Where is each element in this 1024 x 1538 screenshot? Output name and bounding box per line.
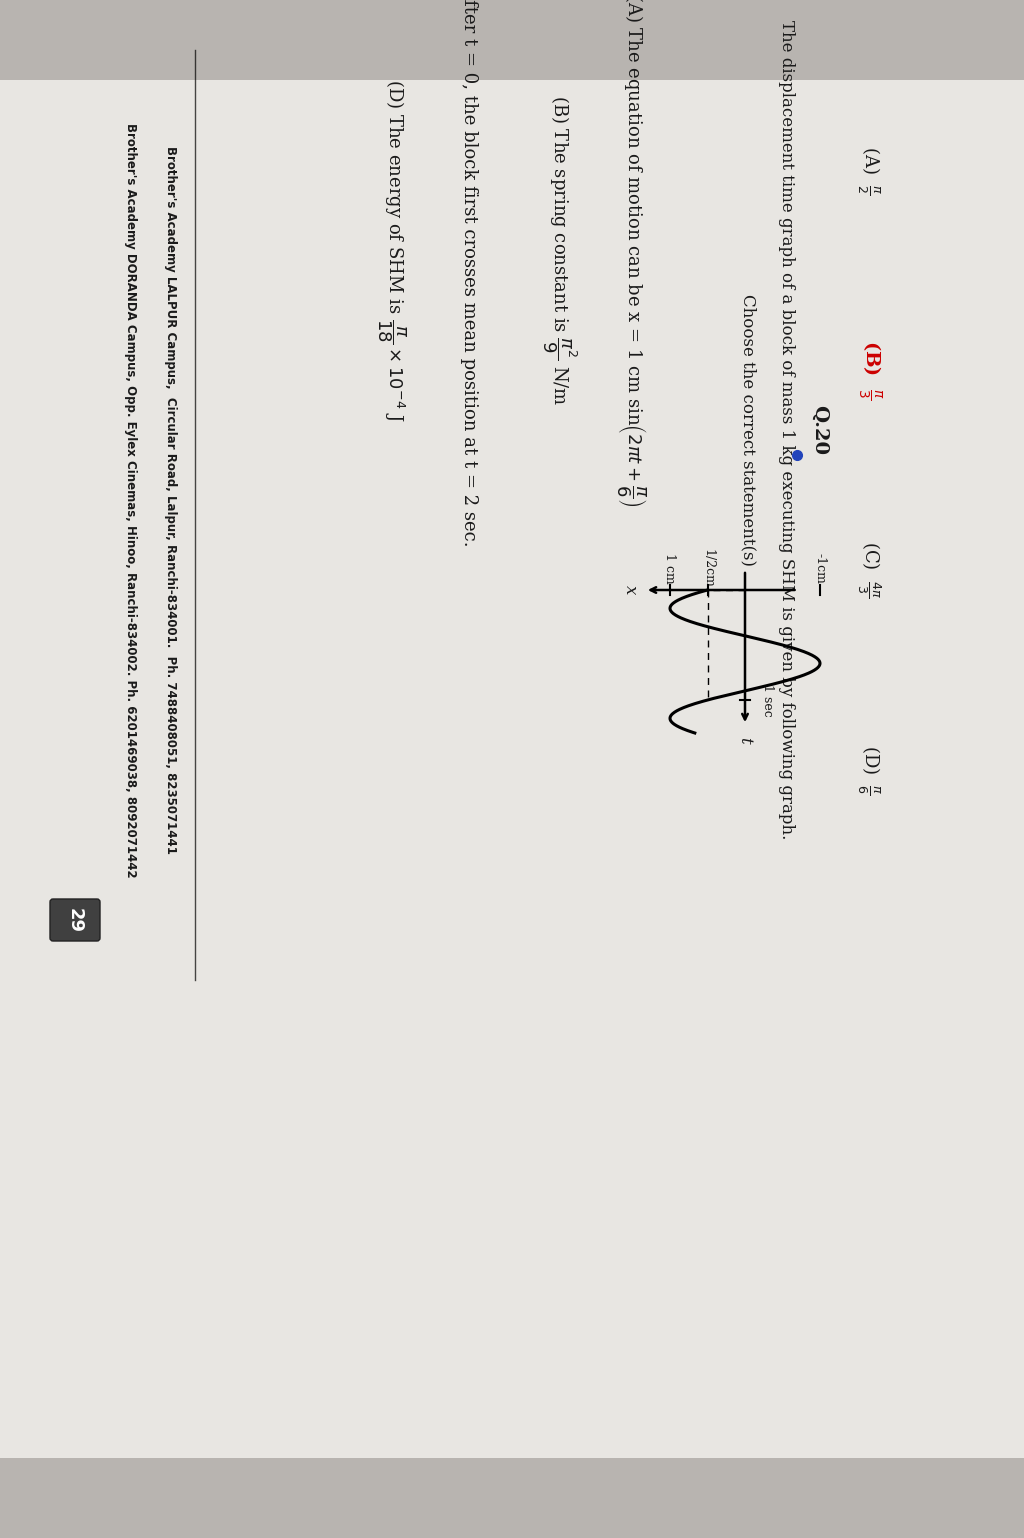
Text: (D)  $\frac{\pi}{6}$: (D) $\frac{\pi}{6}$ <box>855 744 881 795</box>
Text: 1 sec: 1 sec <box>761 683 773 717</box>
Text: Choose the correct statement(s): Choose the correct statement(s) <box>740 294 757 566</box>
Text: Brother's Academy LALPUR Campus,  Circular Road, Lalpur, Ranchi-834001.  Ph. 748: Brother's Academy LALPUR Campus, Circula… <box>164 146 176 854</box>
Text: 1 cm: 1 cm <box>664 552 677 583</box>
Text: The displacement time graph of a block of mass 1 kg executing SHM is given by fo: The displacement time graph of a block o… <box>778 20 795 840</box>
Text: 1/2cm: 1/2cm <box>701 549 715 588</box>
Bar <box>0 1458 1024 1538</box>
FancyBboxPatch shape <box>50 900 100 941</box>
Text: (C)  $\frac{4\pi}{3}$: (C) $\frac{4\pi}{3}$ <box>855 541 883 598</box>
Text: (D) The energy of SHM is $\dfrac{\pi}{18} \times 10^{-4}$ J: (D) The energy of SHM is $\dfrac{\pi}{18… <box>375 78 408 421</box>
Text: Brother's Academy DORANDA Campus, Opp. Eylex Cinemas, Hinoo, Ranchi-834002. Ph. : Brother's Academy DORANDA Campus, Opp. E… <box>124 123 136 877</box>
Text: (B) The spring constant is $\dfrac{\pi^2}{9}$ N/m: (B) The spring constant is $\dfrac{\pi^2… <box>540 95 579 404</box>
Text: 29: 29 <box>66 907 84 932</box>
Text: Q.20: Q.20 <box>810 404 828 455</box>
Text: (A) The equation of motion can be x = 1 cm sin$\left(2\pi t + \dfrac{\pi}{6}\rig: (A) The equation of motion can be x = 1 … <box>615 0 648 506</box>
Text: x: x <box>622 586 639 595</box>
Text: -1cm: -1cm <box>813 552 826 583</box>
Text: t: t <box>736 737 754 743</box>
Text: (A)  $\frac{\pi}{2}$: (A) $\frac{\pi}{2}$ <box>855 146 881 194</box>
Text: (B)  $\frac{\pi}{3}$: (B) $\frac{\pi}{3}$ <box>855 340 883 400</box>
Text: (C) After t = 0, the block first crosses mean position at t = 2 sec.: (C) After t = 0, the block first crosses… <box>460 0 478 548</box>
Bar <box>0 0 1024 80</box>
